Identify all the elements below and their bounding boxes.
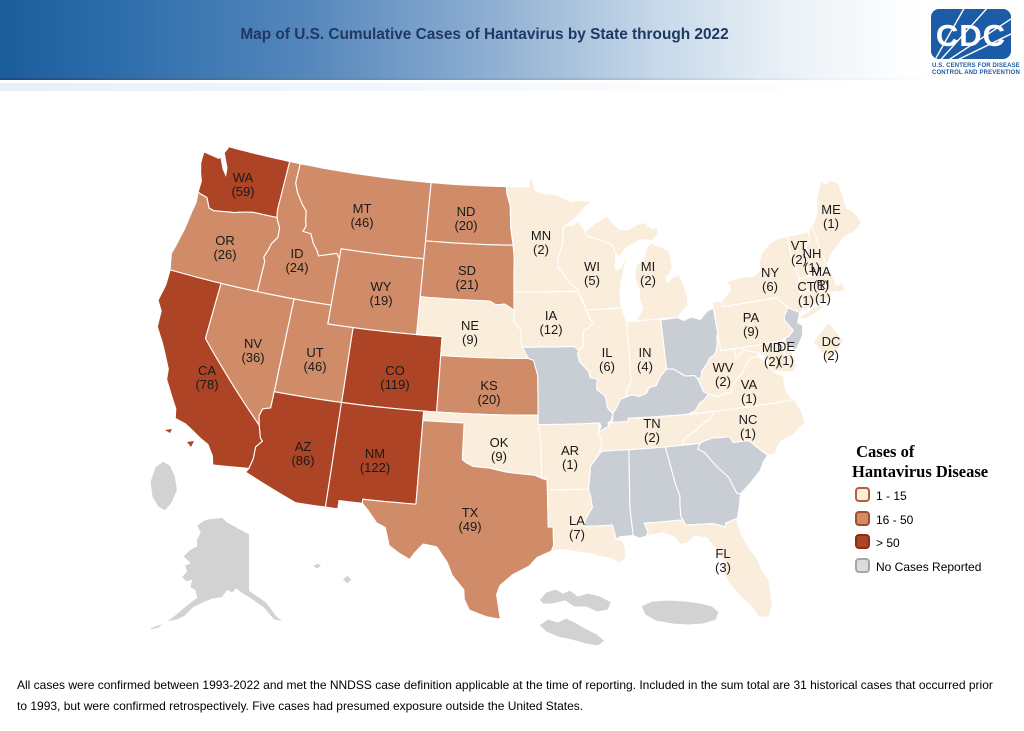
svg-text:AR: AR xyxy=(561,443,579,458)
svg-text:(1): (1) xyxy=(778,353,794,368)
svg-text:(19): (19) xyxy=(369,293,392,308)
svg-text:MD: MD xyxy=(762,340,782,355)
svg-text:PA: PA xyxy=(743,310,760,325)
svg-text:(6): (6) xyxy=(599,359,615,374)
svg-text:(20): (20) xyxy=(454,218,477,233)
svg-text:CA: CA xyxy=(198,363,216,378)
svg-text:NY: NY xyxy=(761,265,779,280)
svg-text:LA: LA xyxy=(569,513,585,528)
svg-text:(1): (1) xyxy=(798,293,814,308)
svg-text:TX: TX xyxy=(462,505,479,520)
svg-text:MN: MN xyxy=(531,228,551,243)
svg-text:(2): (2) xyxy=(823,348,839,363)
svg-text:OK: OK xyxy=(490,435,509,450)
svg-text:(1): (1) xyxy=(740,426,756,441)
svg-text:DE: DE xyxy=(777,339,795,354)
svg-text:ME: ME xyxy=(821,202,841,217)
svg-text:WY: WY xyxy=(371,279,392,294)
svg-text:NE: NE xyxy=(461,318,479,333)
svg-text:OR: OR xyxy=(215,233,235,248)
svg-text:(59): (59) xyxy=(231,184,254,199)
svg-text:(9): (9) xyxy=(743,324,759,339)
svg-text:(78): (78) xyxy=(195,377,218,392)
svg-text:(9): (9) xyxy=(462,332,478,347)
svg-text:MA: MA xyxy=(811,264,831,279)
svg-text:VT: VT xyxy=(791,238,808,253)
svg-text:(2): (2) xyxy=(533,242,549,257)
svg-text:(1): (1) xyxy=(741,391,757,406)
svg-text:(1): (1) xyxy=(562,457,578,472)
svg-text:SD: SD xyxy=(458,263,476,278)
svg-text:MT: MT xyxy=(353,201,372,216)
svg-text:(20): (20) xyxy=(477,392,500,407)
svg-text:(2): (2) xyxy=(644,430,660,445)
svg-text:FL: FL xyxy=(715,546,730,561)
svg-text:NH: NH xyxy=(803,246,822,261)
svg-text:(122): (122) xyxy=(360,460,390,475)
svg-text:(4): (4) xyxy=(637,359,653,374)
svg-text:(36): (36) xyxy=(241,350,264,365)
svg-text:(49): (49) xyxy=(458,519,481,534)
svg-text:IA: IA xyxy=(545,308,558,323)
svg-text:MI: MI xyxy=(641,259,655,274)
svg-text:(86): (86) xyxy=(291,453,314,468)
svg-text:(7): (7) xyxy=(569,527,585,542)
svg-text:(24): (24) xyxy=(285,260,308,275)
svg-text:(1): (1) xyxy=(804,260,820,275)
svg-text:(1): (1) xyxy=(823,216,839,231)
svg-text:(46): (46) xyxy=(303,359,326,374)
svg-text:WA: WA xyxy=(233,170,254,185)
svg-text:(5): (5) xyxy=(584,273,600,288)
svg-text:IL: IL xyxy=(602,345,613,360)
svg-text:(3): (3) xyxy=(715,560,731,575)
svg-text:ND: ND xyxy=(457,204,476,219)
svg-text:VA: VA xyxy=(741,377,758,392)
svg-text:NM: NM xyxy=(365,446,385,461)
svg-text:(21): (21) xyxy=(455,277,478,292)
svg-text:DC: DC xyxy=(822,334,841,349)
svg-text:(12): (12) xyxy=(539,322,562,337)
svg-text:(9): (9) xyxy=(491,449,507,464)
svg-text:(2): (2) xyxy=(715,374,731,389)
svg-text:(119): (119) xyxy=(380,377,409,392)
svg-text:CDC: CDC xyxy=(936,18,1006,53)
svg-text:AZ: AZ xyxy=(295,439,312,454)
svg-text:ID: ID xyxy=(291,246,304,261)
svg-text:(1): (1) xyxy=(815,291,831,306)
svg-text:(26): (26) xyxy=(213,247,236,262)
svg-text:(2): (2) xyxy=(791,252,807,267)
svg-text:NV: NV xyxy=(244,336,262,351)
svg-text:(46): (46) xyxy=(350,215,373,230)
svg-text:UT: UT xyxy=(306,345,323,360)
svg-text:NC: NC xyxy=(739,412,758,427)
svg-text:CO: CO xyxy=(385,363,405,378)
svg-text:(2): (2) xyxy=(640,273,656,288)
svg-text:(1): (1) xyxy=(813,278,829,293)
svg-text:WV: WV xyxy=(713,360,734,375)
svg-text:KS: KS xyxy=(480,378,498,393)
svg-text:IN: IN xyxy=(639,345,652,360)
svg-text:(6): (6) xyxy=(762,279,778,294)
svg-text:CT: CT xyxy=(797,279,814,294)
svg-text:(2): (2) xyxy=(764,354,780,369)
svg-text:WI: WI xyxy=(584,259,600,274)
svg-text:RI: RI xyxy=(817,277,830,292)
svg-text:TN: TN xyxy=(643,416,660,431)
